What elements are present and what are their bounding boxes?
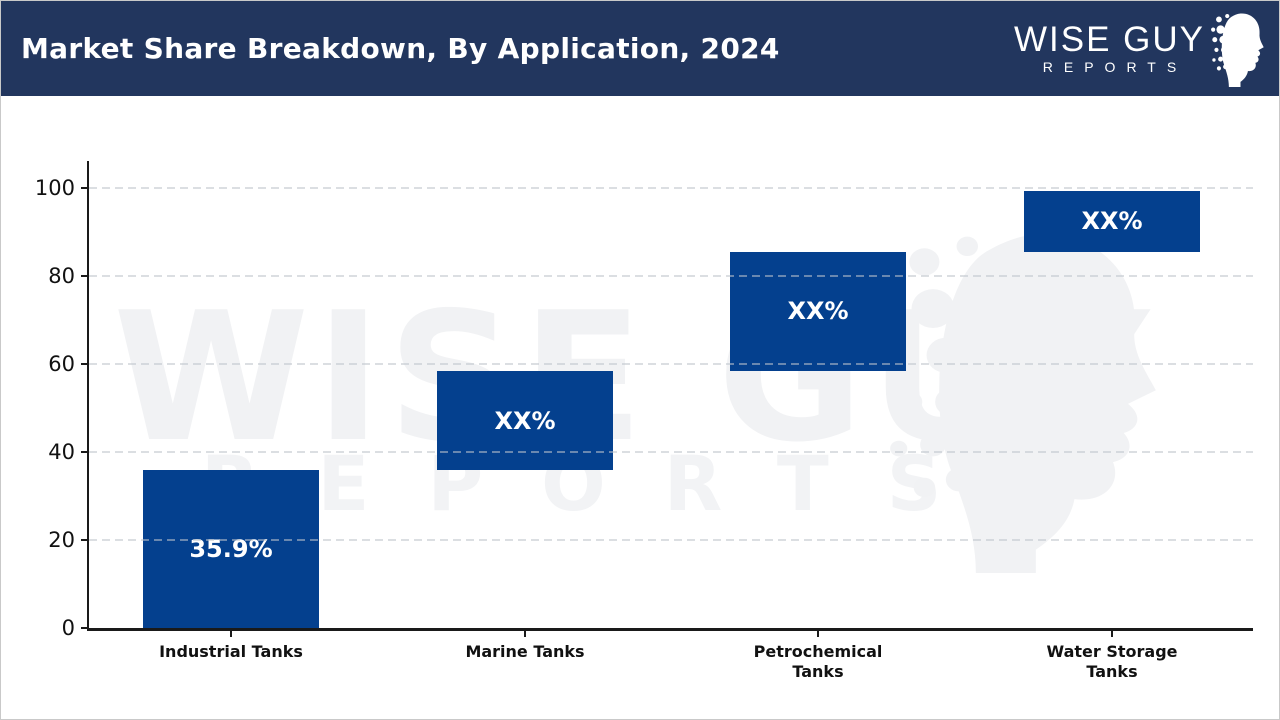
y-tick-label: 0 [61, 616, 75, 640]
y-tick [81, 187, 89, 189]
gridline [89, 275, 1253, 277]
y-tick [81, 275, 89, 277]
x-tick [524, 628, 526, 637]
brand-name: WISE GUY [1013, 20, 1205, 60]
x-axis-line [87, 628, 1253, 631]
y-tick [81, 539, 89, 541]
chart-title: Market Share Breakdown, By Application, … [21, 32, 780, 65]
brand-subname: REPORTS [1042, 58, 1188, 75]
y-tick [81, 451, 89, 453]
y-tick [81, 627, 89, 629]
gridline [89, 539, 1253, 541]
category-label: Petrochemical Tanks [753, 642, 883, 681]
gridline [89, 363, 1253, 365]
gridline [89, 451, 1253, 453]
bar: XX% [1024, 191, 1200, 252]
y-tick-label: 20 [48, 528, 75, 552]
bar-value-label: XX% [494, 406, 556, 435]
brand-logo: WISE GUY REPORTS [1014, 11, 1267, 87]
y-tick-label: 40 [48, 440, 75, 464]
y-tick-label: 100 [34, 176, 75, 200]
bar: XX% [730, 251, 906, 372]
x-tick [230, 628, 232, 637]
x-tick [1111, 628, 1113, 637]
header-bar: Market Share Breakdown, By Application, … [1, 1, 1279, 96]
category-label: Marine Tanks [465, 642, 585, 661]
brand-head-icon [1211, 12, 1264, 87]
y-axis-line [87, 161, 89, 631]
y-tick [81, 363, 89, 365]
y-tick-label: 80 [48, 264, 75, 288]
bar: XX% [437, 371, 613, 471]
bar: 35.9% [143, 470, 319, 628]
category-label: Water Storage Tanks [1046, 642, 1178, 681]
bar-value-label: XX% [1081, 207, 1143, 236]
x-tick [817, 628, 819, 637]
brand-logo-text: WISE GUY REPORTS [1013, 20, 1205, 75]
category-label: Industrial Tanks [159, 642, 303, 661]
gridline [89, 187, 1253, 189]
bar-value-label: XX% [787, 297, 849, 326]
y-tick-label: 60 [48, 352, 75, 376]
